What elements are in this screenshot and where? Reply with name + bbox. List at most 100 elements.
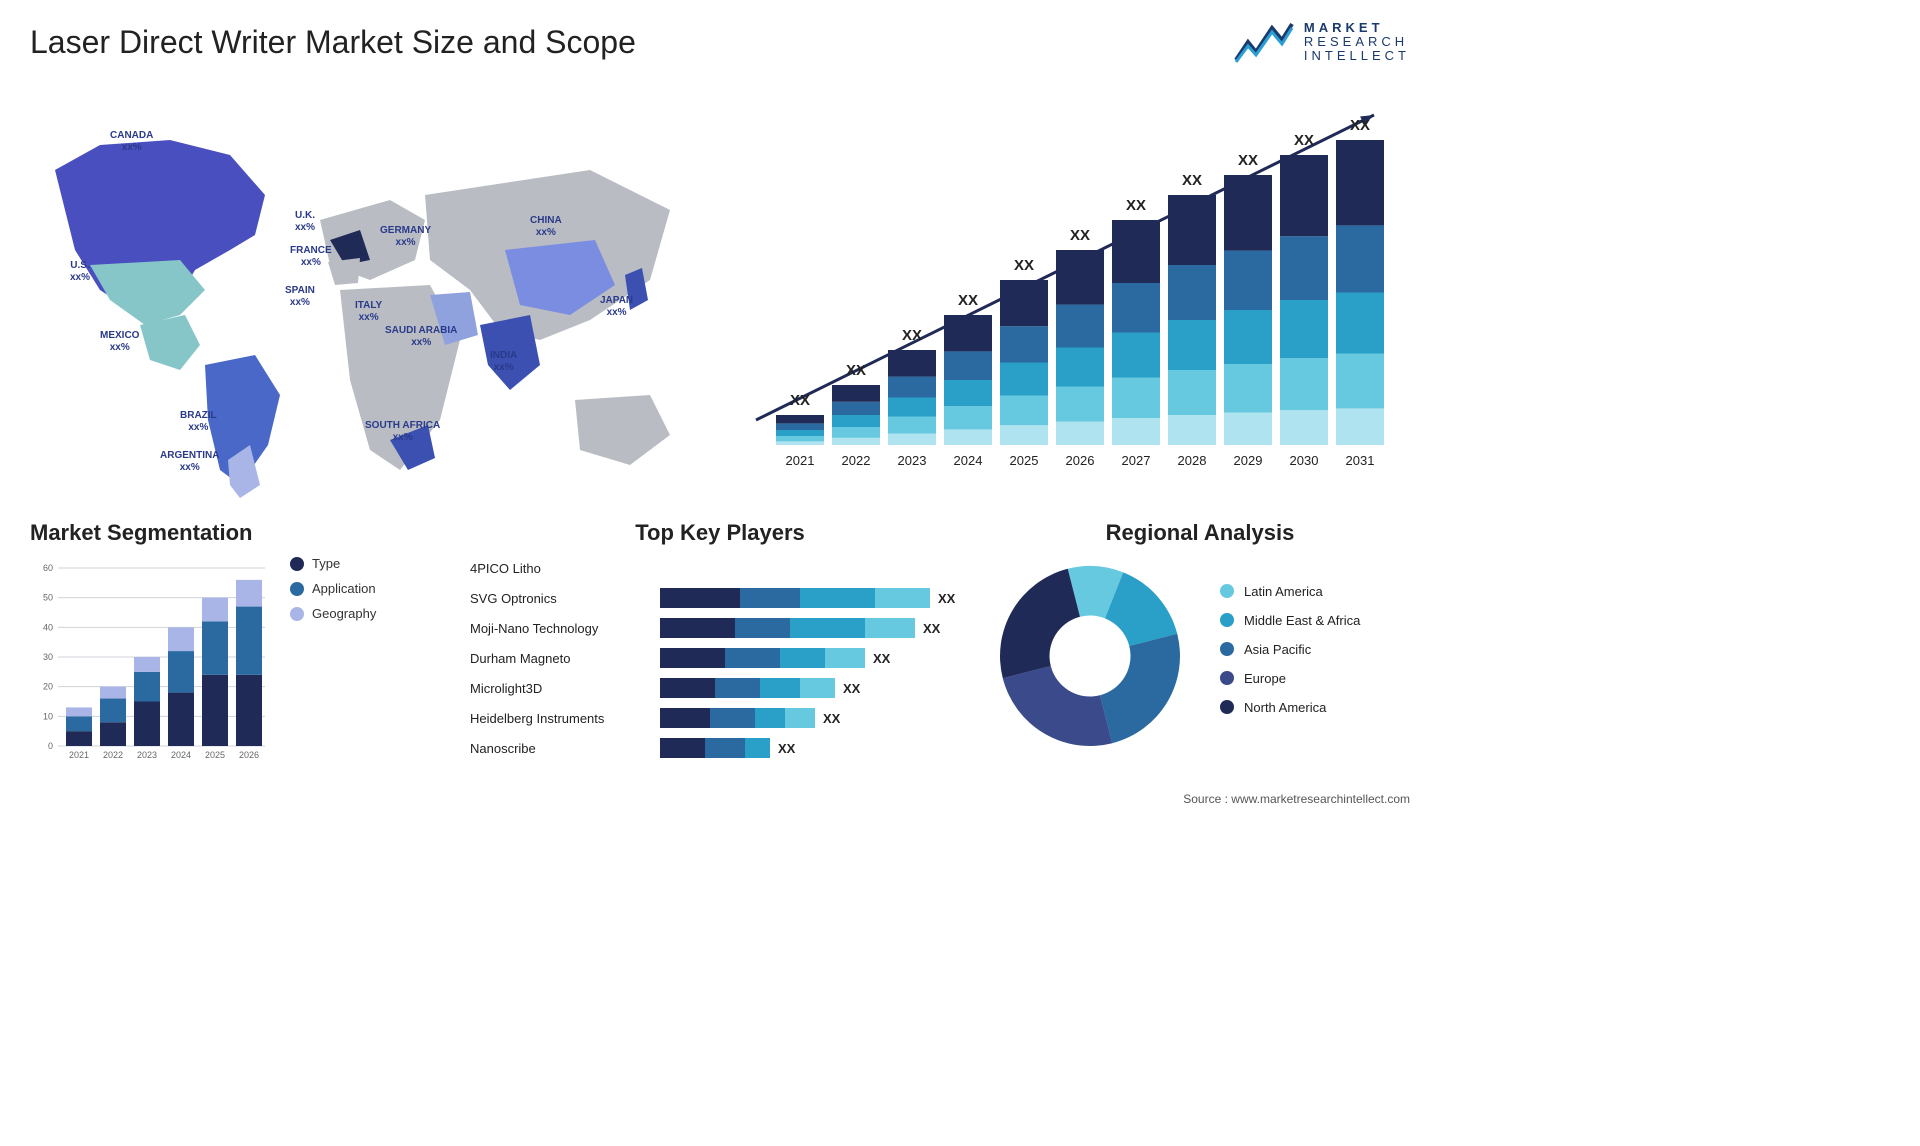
player-row: SVG Optronics XX <box>470 586 970 610</box>
svg-text:XX: XX <box>1126 197 1146 214</box>
player-name: Durham Magneto <box>470 651 660 666</box>
player-row: Durham Magneto XX <box>470 646 970 670</box>
map-label: U.S.xx% <box>70 260 90 284</box>
map-label: JAPANxx% <box>600 295 633 319</box>
segmentation-chart: 0 10 20 30 40 50 60 2021 2022 2023 2024 2025 2026 <box>30 556 270 766</box>
svg-text:2030: 2030 <box>1290 453 1319 468</box>
player-row: Heidelberg InstrumentsXX <box>470 706 970 730</box>
player-value: XX <box>873 651 890 666</box>
svg-text:XX: XX <box>1238 152 1258 169</box>
logo-line1: MARKET <box>1304 21 1410 35</box>
player-bar <box>660 738 770 758</box>
svg-text:2023: 2023 <box>898 453 927 468</box>
regional-panel: Regional Analysis Latin America Middle Ea… <box>990 520 1410 780</box>
player-row: 4PICO Litho <box>470 556 970 580</box>
svg-text:0: 0 <box>48 741 53 751</box>
player-name: Moji-Nano Technology <box>470 621 660 636</box>
map-label: SOUTH AFRICAxx% <box>365 420 440 444</box>
world-map-panel: CANADAxx% U.S.xx% MEXICOxx% BRAZILxx% ARGENT… <box>30 100 710 500</box>
svg-text:XX: XX <box>1182 172 1202 189</box>
player-value: XX <box>823 711 840 726</box>
player-name: SVG Optronics <box>470 591 660 606</box>
svg-text:20: 20 <box>43 682 53 692</box>
player-value: XX <box>923 621 940 636</box>
logo-line2: RESEARCH <box>1304 35 1410 49</box>
player-bar <box>660 678 835 698</box>
map-label: CANADAxx% <box>110 130 153 154</box>
map-label: SPAINxx% <box>285 285 315 309</box>
source-text: Source : www.marketresearchintellect.com <box>1183 792 1410 806</box>
map-label: ARGENTINAxx% <box>160 450 219 474</box>
svg-text:2031: 2031 <box>1346 453 1375 468</box>
map-label: CHINAxx% <box>530 215 562 239</box>
regional-legend: Latin America Middle East & Africa Asia Pa… <box>1220 584 1360 729</box>
map-label: INDIAxx% <box>490 350 517 374</box>
legend-item: Europe <box>1220 671 1360 686</box>
logo-icon <box>1234 20 1294 64</box>
svg-text:2021: 2021 <box>69 750 89 760</box>
player-row: Moji-Nano Technology XX <box>470 616 970 640</box>
svg-text:2024: 2024 <box>171 750 191 760</box>
player-row: Nanoscribe XX <box>470 736 970 760</box>
svg-text:XX: XX <box>1294 132 1314 149</box>
legend-item: Geography <box>290 606 376 621</box>
map-label: ITALYxx% <box>355 300 382 324</box>
svg-text:2028: 2028 <box>1178 453 1207 468</box>
map-label: U.K.xx% <box>295 210 315 234</box>
map-label: MEXICOxx% <box>100 330 139 354</box>
svg-text:XX: XX <box>1070 227 1090 244</box>
svg-text:2026: 2026 <box>1066 453 1095 468</box>
player-bar <box>660 618 915 638</box>
logo: MARKET RESEARCH INTELLECT <box>1234 20 1410 64</box>
logo-line3: INTELLECT <box>1304 49 1410 63</box>
segmentation-title: Market Segmentation <box>30 520 460 546</box>
player-bar <box>660 588 930 608</box>
map-label: FRANCExx% <box>290 245 332 269</box>
player-bar <box>660 708 815 728</box>
svg-text:2029: 2029 <box>1234 453 1263 468</box>
player-name: Nanoscribe <box>470 741 660 756</box>
legend-item: Type <box>290 556 376 571</box>
legend-item: Latin America <box>1220 584 1360 599</box>
svg-text:XX: XX <box>846 362 866 379</box>
svg-text:30: 30 <box>43 652 53 662</box>
svg-text:2021: 2021 <box>786 453 815 468</box>
svg-text:60: 60 <box>43 563 53 573</box>
player-value: XX <box>938 591 955 606</box>
svg-text:2027: 2027 <box>1122 453 1151 468</box>
svg-text:50: 50 <box>43 593 53 603</box>
svg-text:2025: 2025 <box>1010 453 1039 468</box>
regional-donut <box>990 556 1190 756</box>
player-row: Microlight3D XX <box>470 676 970 700</box>
svg-text:XX: XX <box>790 392 810 409</box>
legend-item: Asia Pacific <box>1220 642 1360 657</box>
players-title: Top Key Players <box>470 520 970 546</box>
svg-text:2023: 2023 <box>137 750 157 760</box>
svg-text:2026: 2026 <box>239 750 259 760</box>
svg-text:2024: 2024 <box>954 453 983 468</box>
svg-text:40: 40 <box>43 622 53 632</box>
map-label: BRAZILxx% <box>180 410 217 434</box>
page-title: Laser Direct Writer Market Size and Scop… <box>30 24 636 61</box>
legend-item: Middle East & Africa <box>1220 613 1360 628</box>
svg-text:XX: XX <box>902 327 922 344</box>
svg-text:XX: XX <box>1014 257 1034 274</box>
forecast-chart: XX 2021 XX 2022 XX 2023 XX 2024 XX 2025 XX 2026 XX 20… <box>740 100 1410 480</box>
svg-text:XX: XX <box>958 292 978 309</box>
map-label: GERMANYxx% <box>380 225 431 249</box>
players-panel: Top Key Players 4PICO Litho SVG Optronics… <box>470 520 970 790</box>
svg-text:2022: 2022 <box>103 750 123 760</box>
svg-text:2022: 2022 <box>842 453 871 468</box>
segmentation-legend: TypeApplicationGeography <box>290 556 376 766</box>
player-name: 4PICO Litho <box>470 561 660 576</box>
svg-text:2025: 2025 <box>205 750 225 760</box>
svg-text:10: 10 <box>43 711 53 721</box>
player-bar <box>660 648 865 668</box>
map-label: SAUDI ARABIAxx% <box>385 325 457 349</box>
segmentation-panel: Market Segmentation 0 10 20 30 40 50 60 2021 202… <box>30 520 460 780</box>
player-value: XX <box>843 681 860 696</box>
player-name: Microlight3D <box>470 681 660 696</box>
regional-title: Regional Analysis <box>990 520 1410 546</box>
svg-text:XX: XX <box>1350 117 1370 134</box>
player-value: XX <box>778 741 795 756</box>
